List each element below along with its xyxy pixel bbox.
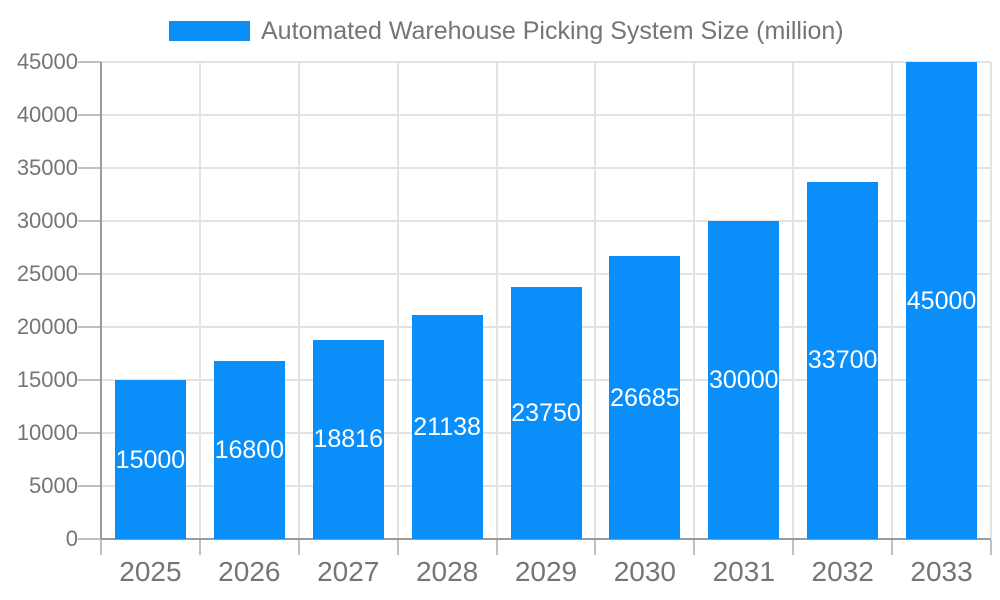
- x-tick: [297, 540, 300, 555]
- y-axis-label: 10000: [16, 420, 78, 445]
- bar-2030[interactable]: [609, 256, 681, 539]
- x-tick: [990, 540, 992, 555]
- bar-value-label: 45000: [906, 286, 977, 315]
- bar-value-label: 30000: [709, 366, 779, 394]
- y-gridline: [101, 273, 991, 275]
- y-axis-label: 5000: [29, 473, 78, 498]
- y-axis-label: 20000: [16, 314, 78, 339]
- bar-value-label: 26685: [610, 383, 680, 412]
- x-axis-label: 2032: [811, 556, 874, 587]
- y-gridline: [101, 114, 991, 116]
- x-tick: [100, 540, 102, 555]
- x-tick: [693, 540, 696, 555]
- bar-value-label: 33700: [807, 346, 878, 375]
- y-tick: [78, 326, 101, 328]
- bar-2029[interactable]: [510, 287, 582, 539]
- x-gridline: [198, 62, 201, 539]
- y-tick: [78, 114, 101, 116]
- y-gridline: [101, 220, 991, 222]
- x-tick: [792, 540, 795, 555]
- x-axis-label: 2031: [712, 556, 775, 587]
- y-gridline: [101, 167, 991, 169]
- y-tick: [78, 432, 101, 434]
- bar-2026[interactable]: [213, 360, 285, 539]
- x-axis-label: 2030: [613, 556, 677, 587]
- y-tick: [78, 220, 101, 222]
- bar-2031[interactable]: [708, 221, 780, 539]
- legend-label: Automated Warehouse Picking System Size …: [261, 16, 844, 45]
- y-tick: [78, 538, 101, 540]
- y-axis-label: 0: [65, 526, 78, 551]
- y-axis-label: 15000: [16, 367, 78, 392]
- y-axis-label: 30000: [16, 208, 78, 233]
- x-gridline: [990, 62, 992, 539]
- x-axis-line: [101, 538, 991, 540]
- y-axis-line: [100, 62, 102, 539]
- bar-value-label: 15000: [115, 445, 186, 474]
- bar-value-label: 18816: [313, 425, 383, 454]
- y-gridline: [101, 61, 991, 63]
- y-tick: [78, 379, 101, 381]
- x-axis-label: 2029: [514, 556, 578, 587]
- y-axis-label: 40000: [16, 102, 78, 127]
- x-axis-label: 2026: [218, 556, 281, 587]
- legend-swatch: [169, 21, 250, 41]
- bar-value-label: 23750: [511, 399, 581, 428]
- x-gridline: [891, 62, 894, 539]
- x-gridline: [792, 62, 795, 539]
- y-axis-label: 35000: [16, 155, 78, 180]
- x-axis-label: 2028: [415, 556, 479, 587]
- bar-value-label: 21138: [413, 412, 481, 441]
- x-axis-label: 2027: [317, 556, 380, 587]
- x-gridline: [594, 62, 597, 539]
- x-gridline: [495, 62, 498, 539]
- bar-2027[interactable]: [312, 339, 384, 539]
- x-tick: [891, 540, 894, 555]
- bar-2028[interactable]: [411, 314, 483, 539]
- y-tick: [78, 61, 101, 63]
- x-tick: [594, 540, 597, 555]
- y-tick: [78, 273, 101, 275]
- x-tick: [396, 540, 399, 555]
- y-axis-label: 25000: [16, 261, 78, 286]
- x-gridline: [297, 62, 300, 539]
- y-tick: [78, 167, 101, 169]
- x-axis-label: 2025: [119, 556, 182, 587]
- bar-value-label: 16800: [214, 435, 285, 464]
- bar-2033[interactable]: [906, 62, 978, 539]
- x-tick: [495, 540, 498, 555]
- x-axis-label: 2033: [910, 556, 973, 587]
- bar-2032[interactable]: [807, 181, 879, 539]
- y-tick: [78, 485, 101, 487]
- x-tick: [198, 540, 201, 555]
- x-gridline: [693, 62, 696, 539]
- chart-legend[interactable]: Automated Warehouse Picking System Size …: [169, 16, 844, 45]
- bar-2025[interactable]: [114, 380, 186, 539]
- y-axis-label: 45000: [16, 49, 78, 74]
- x-gridline: [396, 62, 399, 539]
